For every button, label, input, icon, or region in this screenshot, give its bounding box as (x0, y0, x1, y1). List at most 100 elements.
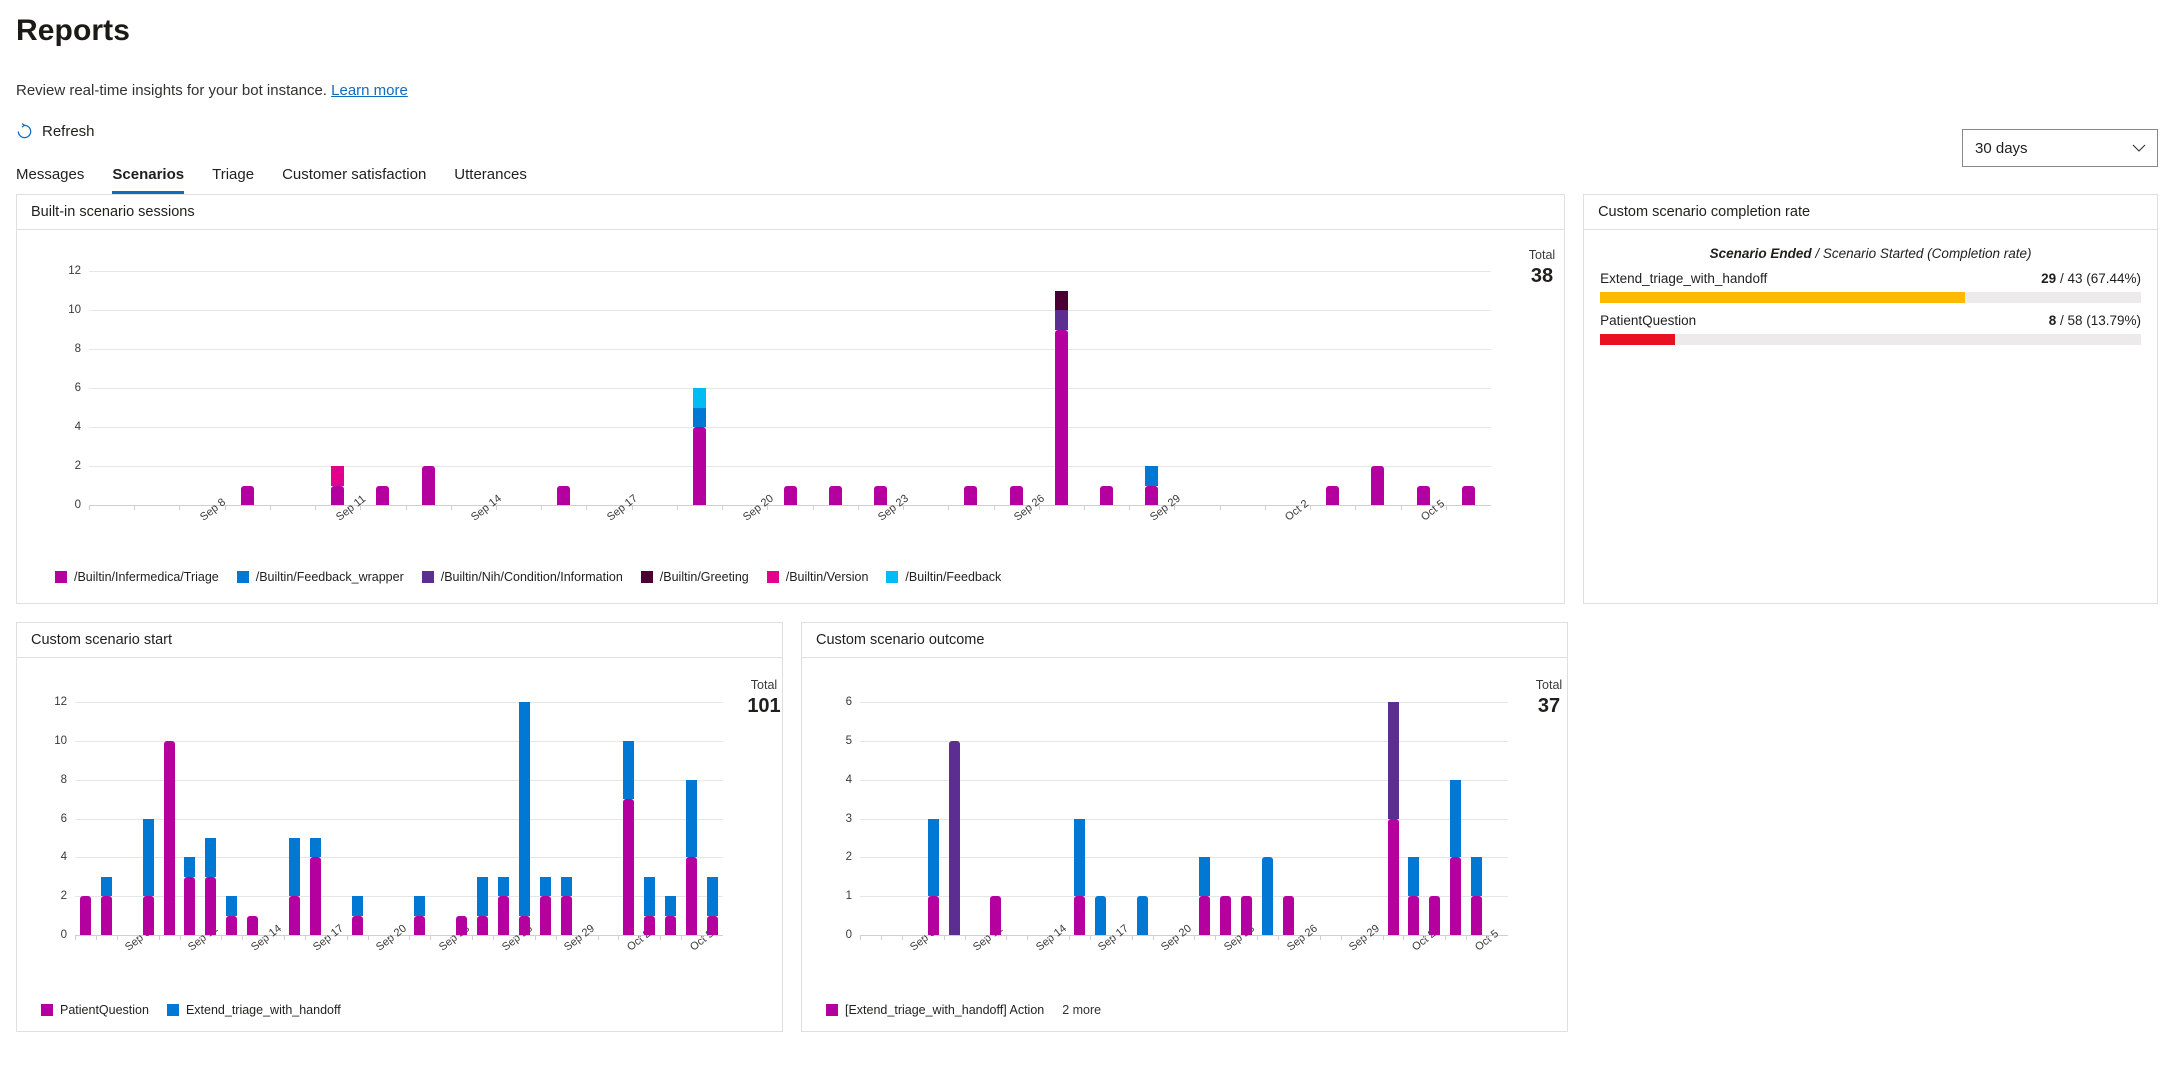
bar-segment[interactable] (309, 857, 321, 935)
bar-segment[interactable] (163, 741, 175, 935)
bar-segment[interactable] (686, 779, 698, 858)
bar-segment[interactable] (205, 838, 217, 877)
bar-segment[interactable] (184, 857, 196, 877)
bar-segment[interactable] (477, 876, 489, 916)
bar-segment[interactable] (1387, 818, 1399, 935)
bar-segment[interactable] (1054, 310, 1068, 330)
bar-segment[interactable] (686, 857, 698, 935)
bar-segment[interactable] (1241, 896, 1253, 935)
bar-segment[interactable] (79, 896, 91, 935)
learn-more-link[interactable]: Learn more (331, 82, 408, 99)
bar-segment[interactable] (707, 876, 719, 916)
bar-segment[interactable] (477, 915, 489, 935)
legend-item[interactable]: /Builtin/Nih/Condition/Information (421, 570, 623, 584)
bar-segment[interactable] (557, 485, 571, 505)
bar-segment[interactable] (964, 485, 978, 505)
bar-segment[interactable] (1199, 857, 1211, 897)
bar-segment[interactable] (1429, 896, 1441, 935)
bar-segment[interactable] (1408, 896, 1420, 935)
refresh-button[interactable]: Refresh (16, 123, 95, 140)
bar-segment[interactable] (142, 818, 154, 897)
bar-segment[interactable] (1054, 290, 1068, 311)
bar-segment[interactable] (623, 799, 635, 935)
bar-segment[interactable] (226, 915, 238, 935)
bar-segment[interactable] (376, 485, 390, 505)
bar-segment[interactable] (665, 915, 677, 935)
bar-segment[interactable] (1054, 329, 1068, 505)
legend-item[interactable]: /Builtin/Feedback (886, 570, 1001, 584)
tab-messages[interactable]: Messages (16, 166, 85, 183)
legend-item[interactable]: /Builtin/Greeting (640, 570, 749, 584)
bar-segment[interactable] (205, 876, 217, 935)
bar-segment[interactable] (1471, 857, 1483, 897)
bar-segment[interactable] (1416, 485, 1430, 505)
bar-segment[interactable] (1371, 466, 1385, 505)
bar-segment[interactable] (1100, 485, 1114, 505)
bar-segment[interactable] (1408, 857, 1420, 897)
legend-item[interactable]: [Extend_triage_with_handoff] Action (826, 1003, 1044, 1017)
bar-segment[interactable] (1145, 466, 1159, 486)
legend-item[interactable]: Extend_triage_with_handoff (166, 1003, 341, 1017)
bar-segment[interactable] (331, 466, 345, 486)
bar-segment[interactable] (1450, 857, 1462, 935)
time-range-dropdown[interactable]: 30 days (1962, 129, 2158, 167)
bar-segment[interactable] (288, 838, 300, 897)
bar-segment[interactable] (351, 915, 363, 935)
bar-segment[interactable] (184, 876, 196, 935)
bar-segment[interactable] (828, 485, 842, 505)
bar-segment[interactable] (518, 702, 530, 916)
bar-segment[interactable] (1220, 896, 1232, 935)
bar-segment[interactable] (456, 915, 468, 935)
tab-utterances[interactable]: Utterances (454, 166, 527, 183)
bar-segment[interactable] (1009, 485, 1023, 505)
bar-segment[interactable] (1461, 485, 1475, 505)
bar-segment[interactable] (873, 485, 887, 505)
bar-segment[interactable] (100, 876, 112, 897)
bar-segment[interactable] (560, 876, 572, 897)
bar-segment[interactable] (927, 896, 939, 935)
bar-segment[interactable] (693, 427, 707, 505)
bar-segment[interactable] (518, 915, 530, 935)
bar-segment[interactable] (665, 896, 677, 916)
bar-segment[interactable] (644, 915, 656, 935)
bar-segment[interactable] (1387, 702, 1399, 819)
bar-segment[interactable] (927, 818, 939, 897)
bar-segment[interactable] (707, 915, 719, 935)
bar-segment[interactable] (226, 896, 238, 916)
bar-segment[interactable] (331, 485, 345, 505)
bar-segment[interactable] (498, 876, 510, 897)
bar-segment[interactable] (539, 876, 551, 897)
bar-segment[interactable] (142, 896, 154, 935)
legend-item[interactable]: /Builtin/Infermedica/Triage (55, 570, 219, 584)
bar-segment[interactable] (414, 896, 426, 916)
bar-segment[interactable] (1094, 896, 1106, 935)
legend-more-button[interactable]: 2 more (1062, 1003, 1102, 1017)
bar-segment[interactable] (693, 388, 707, 408)
bar-segment[interactable] (1326, 485, 1340, 505)
bar-segment[interactable] (1283, 896, 1295, 935)
legend-item[interactable]: /Builtin/Feedback_wrapper (236, 570, 404, 584)
tab-customer-satisfaction[interactable]: Customer satisfaction (282, 166, 427, 183)
bar-segment[interactable] (288, 896, 300, 935)
bar-segment[interactable] (498, 896, 510, 935)
bar-segment[interactable] (1136, 896, 1148, 935)
bar-segment[interactable] (623, 741, 635, 800)
bar-segment[interactable] (1199, 896, 1211, 935)
bar-segment[interactable] (421, 466, 435, 505)
bar-segment[interactable] (693, 407, 707, 428)
bar-segment[interactable] (1471, 896, 1483, 935)
bar-segment[interactable] (1145, 485, 1159, 505)
bar-segment[interactable] (1073, 818, 1085, 897)
bar-segment[interactable] (539, 896, 551, 935)
tab-triage[interactable]: Triage (212, 166, 255, 183)
bar-segment[interactable] (1262, 857, 1274, 935)
bar-segment[interactable] (100, 896, 112, 935)
bar-segment[interactable] (1450, 779, 1462, 858)
bar-segment[interactable] (309, 838, 321, 858)
tab-scenarios[interactable]: Scenarios (98, 162, 198, 194)
bar-segment[interactable] (783, 485, 797, 505)
bar-segment[interactable] (247, 915, 259, 935)
bar-segment[interactable] (414, 915, 426, 935)
legend-item[interactable]: PatientQuestion (41, 1003, 149, 1017)
bar-segment[interactable] (1073, 896, 1085, 935)
